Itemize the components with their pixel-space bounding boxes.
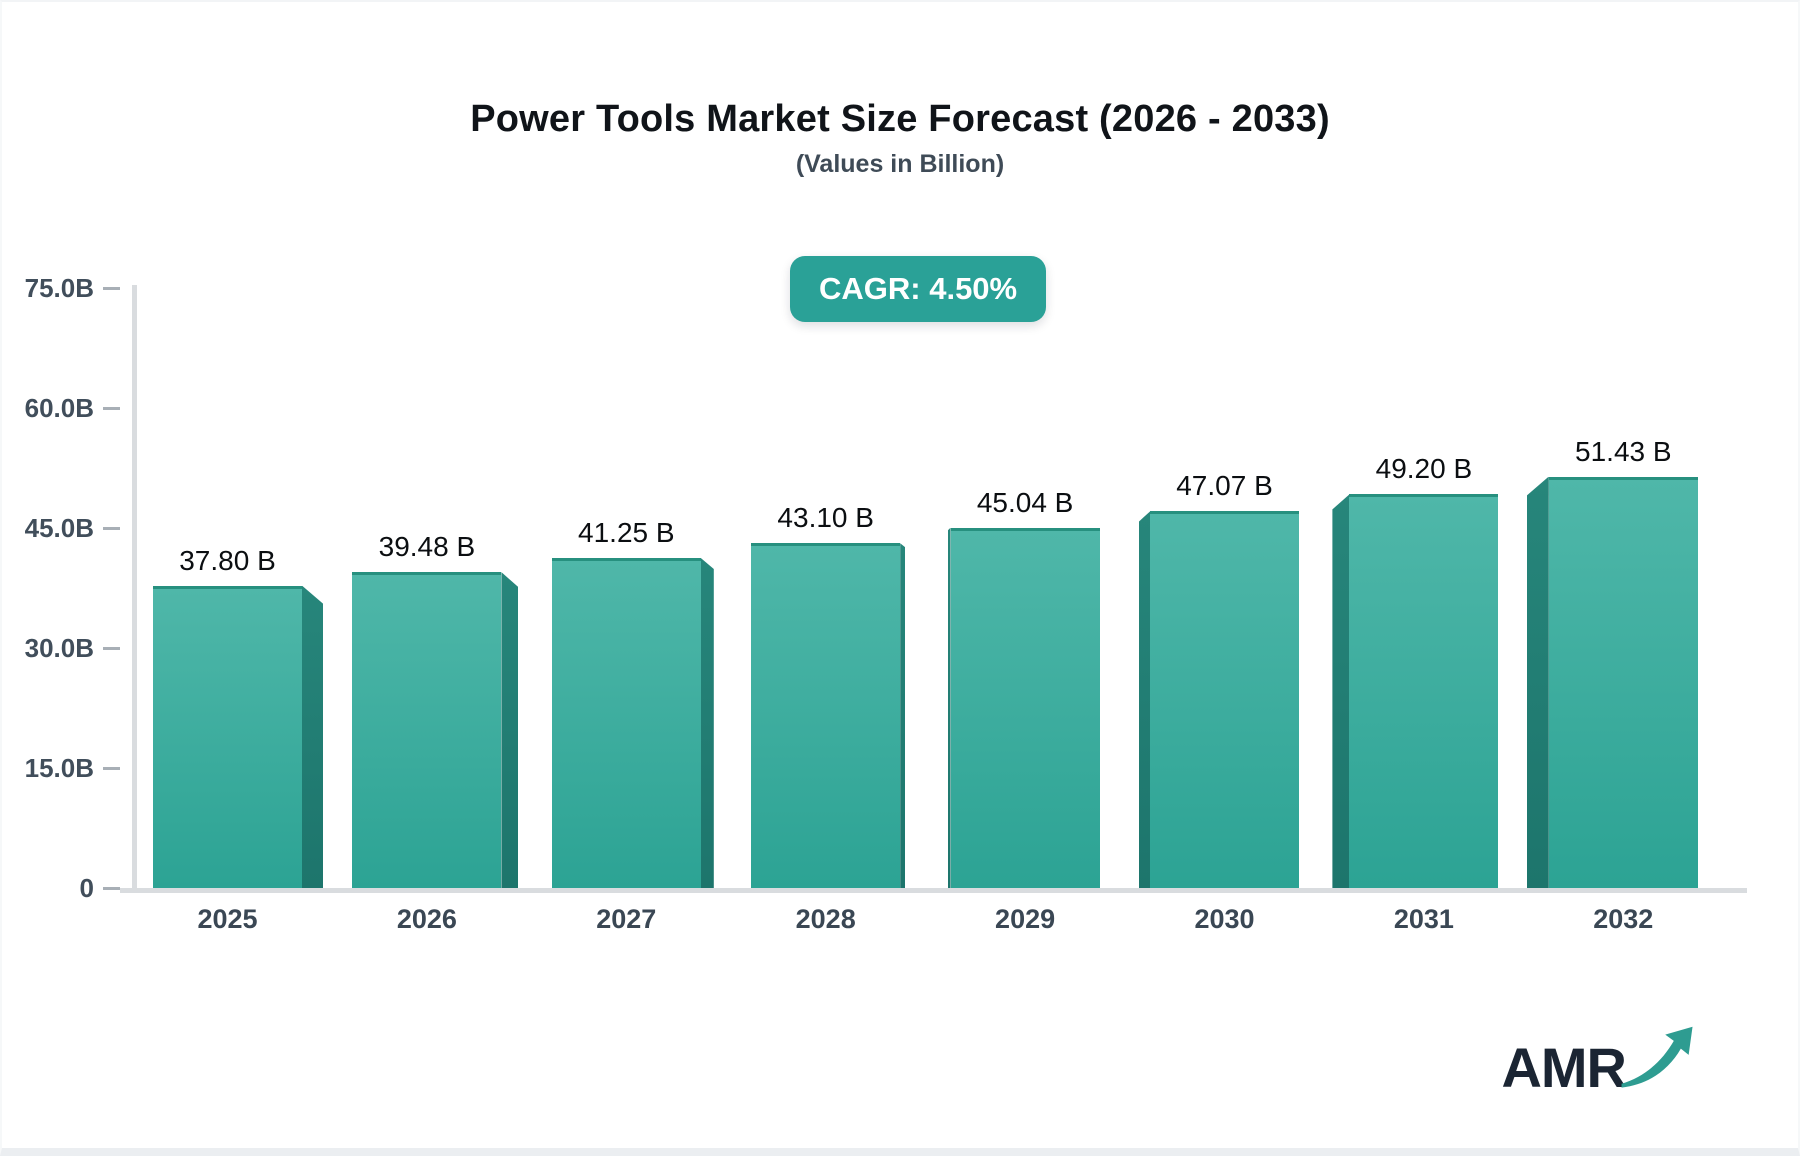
x-axis-label: 2028 xyxy=(795,904,856,934)
bar-value-label: 47.07 B xyxy=(1176,470,1273,502)
x-axis-label: 2031 xyxy=(1393,904,1454,934)
bar-value-label: 37.80 B xyxy=(179,544,276,576)
bar-side-face xyxy=(1139,511,1150,888)
x-axis-label: 2026 xyxy=(396,904,457,934)
amr-logo[interactable]: AMR xyxy=(1501,1022,1698,1096)
bar-2026 xyxy=(352,572,502,888)
bar-2029 xyxy=(950,527,1100,888)
y-tick-mark xyxy=(103,647,120,650)
bar-2028 xyxy=(751,543,901,888)
bar-side-face xyxy=(1526,476,1549,888)
x-axis-label: 2025 xyxy=(197,904,258,934)
bar-value-label: 45.04 B xyxy=(976,486,1074,518)
x-axis-label: 2029 xyxy=(995,904,1056,934)
bar-side-face xyxy=(1332,494,1350,888)
bar-side-face xyxy=(947,527,951,888)
growth-arrow-icon xyxy=(1621,1026,1693,1088)
bar-side-face xyxy=(700,558,714,888)
y-tick-label: 30.0B xyxy=(24,633,94,663)
bar-value-label: 49.20 B xyxy=(1375,453,1473,485)
chart-title: Power Tools Market Size Forecast (2026 -… xyxy=(470,98,1330,140)
chart-subtitle: (Values in Billion) xyxy=(795,150,1005,178)
bar-2030 xyxy=(1150,511,1299,888)
y-tick-mark xyxy=(103,887,120,890)
y-tick-label: 75.0B xyxy=(24,273,94,303)
y-tick-mark xyxy=(103,527,120,530)
x-axis-line xyxy=(120,888,1747,893)
x-axis-label: 2032 xyxy=(1593,904,1654,934)
bar-2025 xyxy=(153,585,302,888)
y-tick-label: 0 xyxy=(79,873,94,903)
y-tick-mark xyxy=(103,407,120,410)
bar-2027 xyxy=(551,558,701,888)
y-tick-label: 15.0B xyxy=(24,753,94,783)
y-tick-mark xyxy=(103,767,120,770)
bar-value-label: 39.48 B xyxy=(378,531,476,563)
bar-value-label: 51.43 B xyxy=(1575,435,1672,467)
bar-side-face xyxy=(302,585,323,888)
y-tick-mark xyxy=(103,287,120,290)
bar-2032 xyxy=(1548,476,1698,888)
bar-value-label: 43.10 B xyxy=(777,502,874,534)
y-axis-line xyxy=(132,285,137,893)
y-tick-label: 60.0B xyxy=(24,393,94,423)
y-tick-label: 45.0B xyxy=(24,513,94,543)
x-axis-label: 2030 xyxy=(1194,904,1255,934)
cagr-badge: CAGR: 4.50% xyxy=(790,256,1047,322)
x-axis-label: 2027 xyxy=(596,904,657,934)
bar-2031 xyxy=(1349,494,1499,888)
amr-logo-text: AMR xyxy=(1501,1036,1627,1099)
bar-side-face xyxy=(900,543,906,888)
bar-side-face xyxy=(501,572,519,888)
bar-value-label: 41.25 B xyxy=(578,517,675,548)
